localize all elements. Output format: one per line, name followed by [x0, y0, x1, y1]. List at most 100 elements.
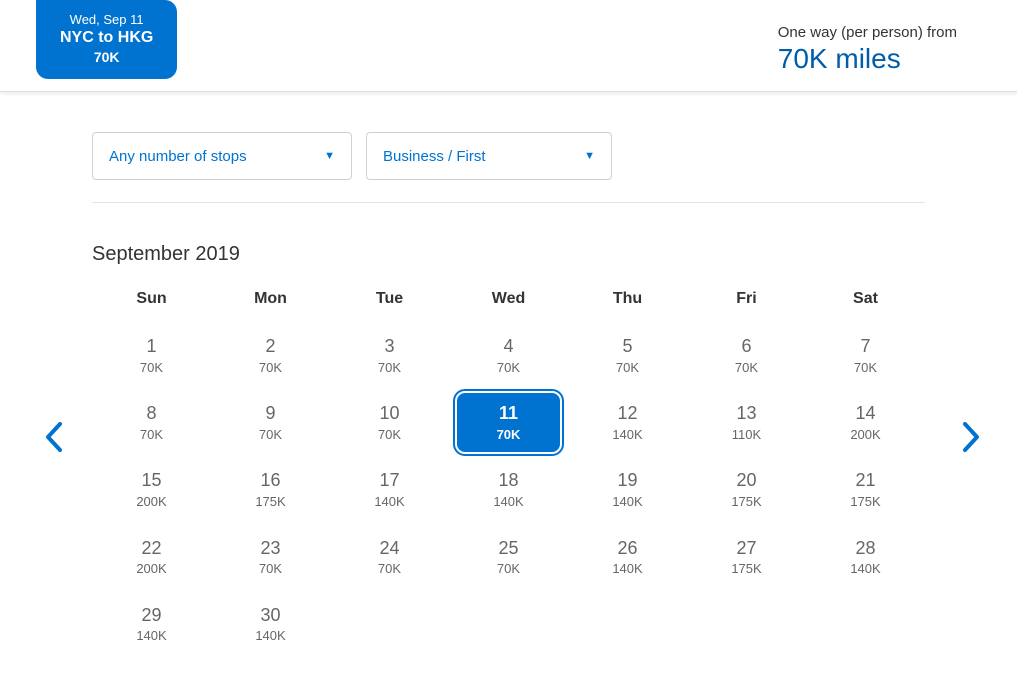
calendar-day[interactable]: 14200K [814, 393, 917, 452]
calendar-day[interactable]: 170K [100, 326, 203, 385]
filter-row: Any number of stops ▼ Business / First ▼ [92, 132, 925, 180]
divider [92, 202, 925, 203]
content-area: Any number of stops ▼ Business / First ▼… [0, 92, 1017, 658]
day-number: 17 [338, 470, 441, 492]
day-header: Sat [806, 282, 925, 322]
calendar-day[interactable]: 670K [695, 326, 798, 385]
calendar-day[interactable]: 2570K [457, 528, 560, 587]
calendar-day[interactable]: 28140K [814, 528, 917, 587]
day-price: 140K [576, 494, 679, 510]
day-price: 140K [457, 494, 560, 510]
day-number: 3 [338, 336, 441, 358]
price-summary-value: 70K miles [778, 43, 957, 75]
calendar-day[interactable]: 27175K [695, 528, 798, 587]
day-number: 19 [576, 470, 679, 492]
day-number: 22 [100, 538, 203, 560]
day-header: Tue [330, 282, 449, 322]
day-header: Fri [687, 282, 806, 322]
day-price: 110K [695, 427, 798, 443]
day-number: 5 [576, 336, 679, 358]
day-header: Wed [449, 282, 568, 322]
calendar-day[interactable]: 29140K [100, 595, 203, 654]
calendar-day[interactable]: 2470K [338, 528, 441, 587]
day-price: 140K [576, 561, 679, 577]
stops-selected-label: Any number of stops [109, 148, 247, 165]
calendar-day[interactable]: 21 175K [814, 460, 917, 519]
day-number: 24 [338, 538, 441, 560]
calendar-day[interactable]: 15200K [100, 460, 203, 519]
day-price: 140K [576, 427, 679, 443]
trip-route: NYC to HKG [60, 29, 153, 47]
month-heading: September 2019 [92, 243, 925, 266]
day-number: 28 [814, 538, 917, 560]
calendar-day[interactable]: 22200K [100, 528, 203, 587]
day-number: 30 [219, 605, 322, 627]
calendar-day[interactable]: 270K [219, 326, 322, 385]
day-number: 7 [814, 336, 917, 358]
calendar-day[interactable]: 26140K [576, 528, 679, 587]
day-header: Thu [568, 282, 687, 322]
calendar-day[interactable]: 1170K [457, 393, 560, 452]
price-summary-label: One way (per person) from [778, 24, 957, 41]
calendar-day[interactable]: 870K [100, 393, 203, 452]
calendar-day[interactable]: 19 140K [576, 460, 679, 519]
day-number: 12 [576, 403, 679, 425]
prev-month-button[interactable] [44, 420, 64, 460]
chevron-down-icon: ▼ [324, 150, 335, 162]
calendar-day[interactable]: 30140K [219, 595, 322, 654]
day-price: 70K [457, 360, 560, 376]
day-number: 21 [814, 470, 917, 492]
day-number: 20 [695, 470, 798, 492]
day-price: 200K [100, 561, 203, 577]
calendar-day[interactable]: 16175K [219, 460, 322, 519]
day-price: 70K [457, 427, 560, 443]
day-price: 70K [219, 561, 322, 577]
calendar-day[interactable]: 970K [219, 393, 322, 452]
calendar-grid: SunMonTueWedThuFriSat170K270K370K470K570… [92, 282, 925, 658]
day-number: 8 [100, 403, 203, 425]
calendar-day[interactable]: 20 175K [695, 460, 798, 519]
day-header: Mon [211, 282, 330, 322]
day-price: 70K [100, 427, 203, 443]
day-price: 70K [338, 427, 441, 443]
day-price: 70K [576, 360, 679, 376]
chevron-down-icon: ▼ [584, 150, 595, 162]
day-price: 70K [100, 360, 203, 376]
next-month-button[interactable] [961, 420, 981, 460]
trip-miles: 70K [60, 49, 153, 65]
calendar-day[interactable]: 12 140K [576, 393, 679, 452]
trip-summary-tab[interactable]: Wed, Sep 11 NYC to HKG 70K [36, 0, 177, 79]
day-price: 200K [814, 427, 917, 443]
day-number: 29 [100, 605, 203, 627]
calendar-day[interactable]: 570K [576, 326, 679, 385]
calendar-day[interactable]: 2370K [219, 528, 322, 587]
calendar-day[interactable]: 1070K [338, 393, 441, 452]
calendar-day[interactable]: 13 110K [695, 393, 798, 452]
day-price: 140K [100, 628, 203, 644]
day-number: 23 [219, 538, 322, 560]
calendar-day[interactable]: 370K [338, 326, 441, 385]
day-price: 175K [695, 561, 798, 577]
day-number: 11 [457, 403, 560, 425]
day-number: 25 [457, 538, 560, 560]
day-number: 27 [695, 538, 798, 560]
day-number: 2 [219, 336, 322, 358]
day-header: Sun [92, 282, 211, 322]
stops-dropdown[interactable]: Any number of stops ▼ [92, 132, 352, 180]
day-price: 175K [695, 494, 798, 510]
calendar-day[interactable]: 770K [814, 326, 917, 385]
cabin-dropdown[interactable]: Business / First ▼ [366, 132, 612, 180]
day-number: 4 [457, 336, 560, 358]
day-number: 6 [695, 336, 798, 358]
chevron-left-icon [44, 420, 64, 454]
day-number: 13 [695, 403, 798, 425]
calendar-day[interactable]: 470K [457, 326, 560, 385]
day-price: 70K [695, 360, 798, 376]
calendar-day[interactable]: 18140K [457, 460, 560, 519]
day-price: 70K [814, 360, 917, 376]
day-price: 175K [814, 494, 917, 510]
day-price: 140K [338, 494, 441, 510]
day-number: 26 [576, 538, 679, 560]
day-price: 175K [219, 494, 322, 510]
calendar-day[interactable]: 17 140K [338, 460, 441, 519]
